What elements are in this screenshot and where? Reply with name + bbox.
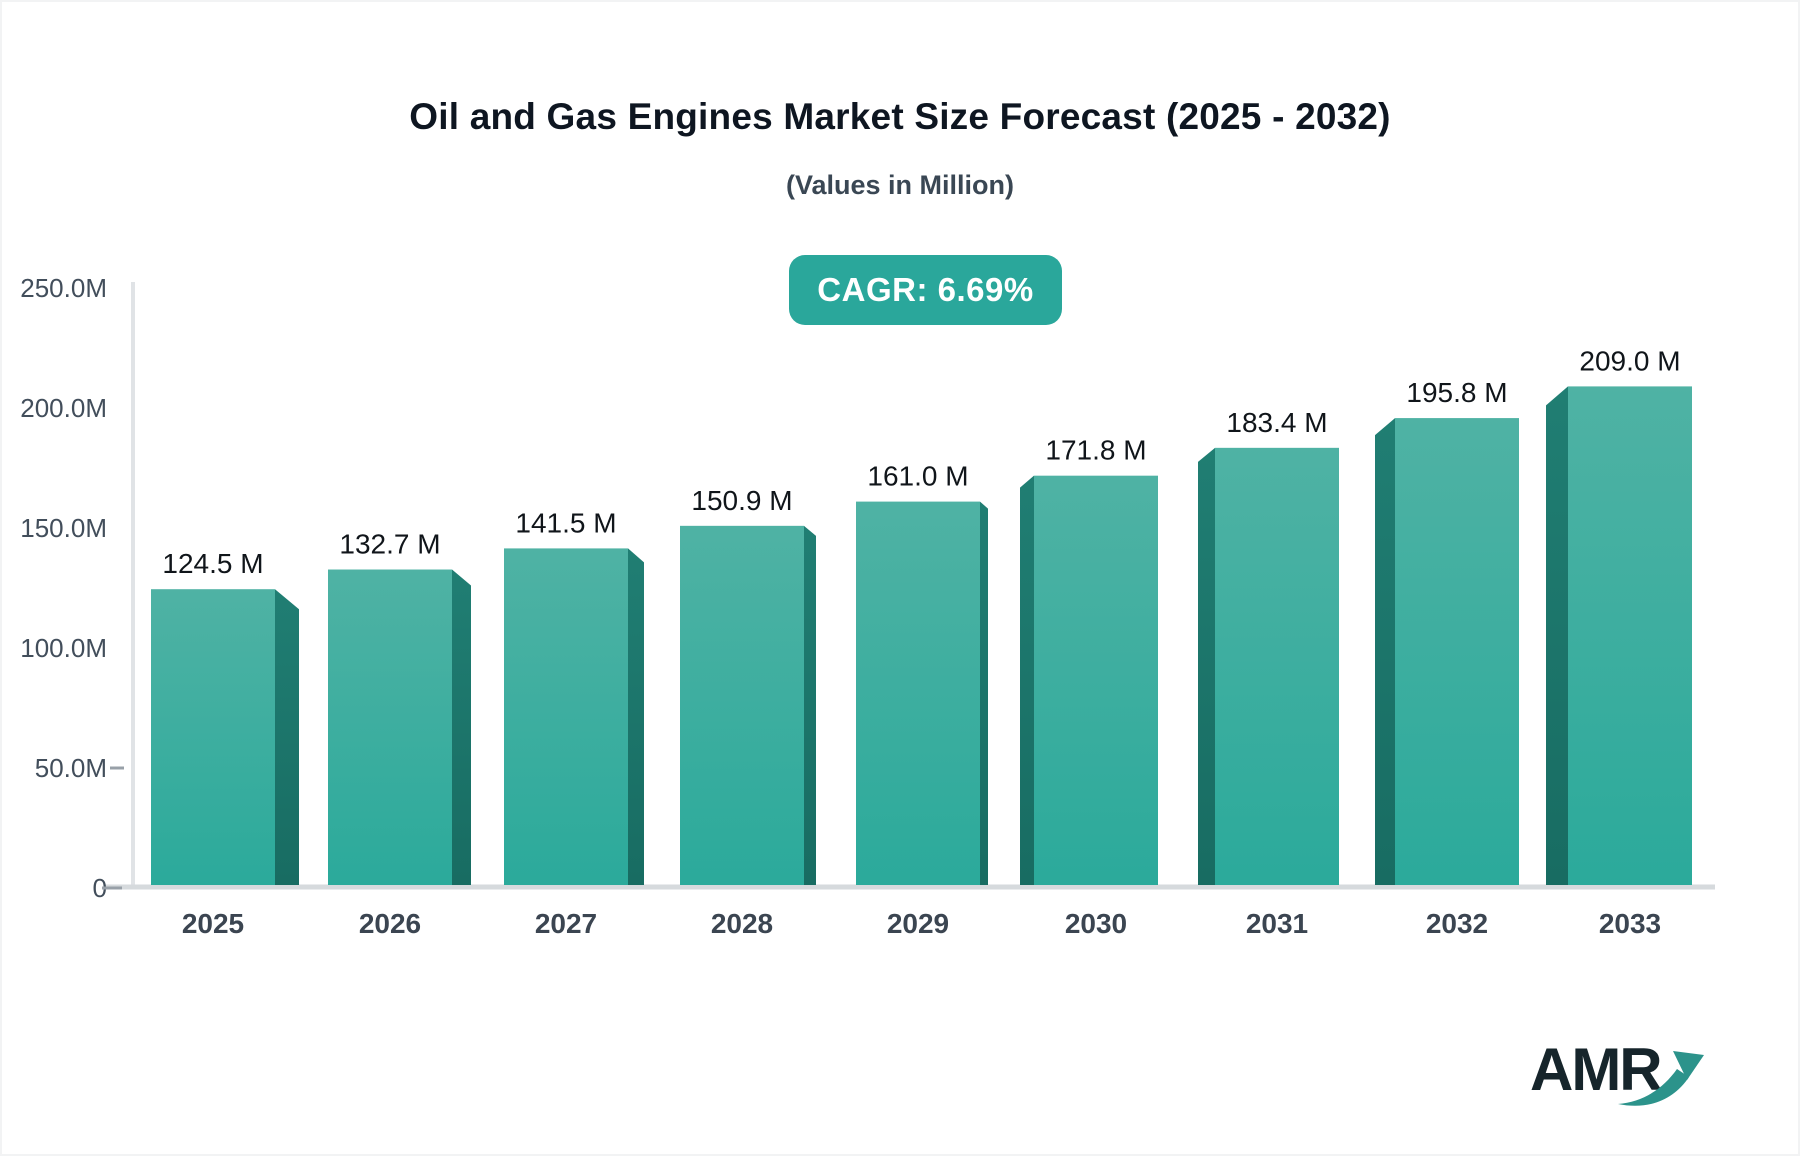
y-tick-label: 250.0M: [20, 273, 107, 303]
bar-side-2030: [1020, 475, 1034, 885]
value-label-2032: 195.8 M: [1406, 377, 1507, 408]
x-tick-label-2031: 2031: [1246, 908, 1308, 939]
amr-logo-graphic: AMR: [1530, 1036, 1704, 1106]
bar-side-2028: [804, 525, 816, 885]
page-subtitle: (Values in Million): [785, 170, 1015, 200]
bar-side-2026: [452, 569, 471, 885]
trending-up-arrow-icon: [1618, 1069, 1689, 1106]
y-tick-label: 0: [93, 873, 107, 903]
value-label-2026: 132.7 M: [339, 529, 440, 560]
value-label-2025: 124.5 M: [162, 548, 263, 579]
x-tick-label-2029: 2029: [887, 908, 949, 939]
bar-side-2033: [1546, 386, 1568, 885]
amr-logo-text: AMR: [1530, 1036, 1662, 1103]
x-tick-label-2027: 2027: [535, 908, 597, 939]
bar-side-2025: [275, 589, 299, 885]
amr-logo: AMR: [1526, 1024, 1792, 1120]
bar-2033: [1568, 386, 1692, 885]
bar-2026: [328, 569, 452, 885]
value-label-2028: 150.9 M: [691, 485, 792, 516]
bar-2032: [1395, 418, 1519, 885]
cagr-badge: CAGR: 6.69%: [789, 255, 1062, 325]
y-tick-label: 150.0M: [20, 513, 107, 543]
bar-2025: [151, 589, 275, 885]
bar-side-2031: [1198, 447, 1215, 885]
x-tick-label-2032: 2032: [1426, 908, 1488, 939]
value-label-2030: 171.8 M: [1045, 435, 1146, 466]
x-tick-label-2028: 2028: [711, 908, 773, 939]
bar-side-2032: [1375, 418, 1395, 885]
cagr-badge-label: CAGR: 6.69%: [817, 271, 1034, 308]
bar-side-2027: [628, 548, 644, 885]
x-tick-label-2030: 2030: [1065, 908, 1127, 939]
y-tick-label: 50.0M: [35, 753, 107, 783]
y-tick-label: 200.0M: [20, 393, 107, 423]
bar-2030: [1034, 475, 1158, 885]
bar-2029: [856, 501, 980, 885]
bar-2031: [1215, 447, 1339, 885]
x-tick-label-2025: 2025: [182, 908, 244, 939]
x-tick-label-2033: 2033: [1599, 908, 1661, 939]
page-title: Oil and Gas Engines Market Size Forecast…: [409, 96, 1391, 137]
value-label-2027: 141.5 M: [515, 507, 616, 538]
bar-side-2029: [980, 501, 988, 885]
x-tick-label-2026: 2026: [359, 908, 421, 939]
bar-2027: [504, 548, 628, 885]
bar-2028: [680, 525, 804, 885]
y-tick-label: 100.0M: [20, 633, 107, 663]
value-label-2033: 209.0 M: [1579, 345, 1680, 376]
value-label-2029: 161.0 M: [867, 461, 968, 492]
value-label-2031: 183.4 M: [1226, 407, 1327, 438]
trending-up-arrowhead-icon: [1673, 1051, 1704, 1080]
